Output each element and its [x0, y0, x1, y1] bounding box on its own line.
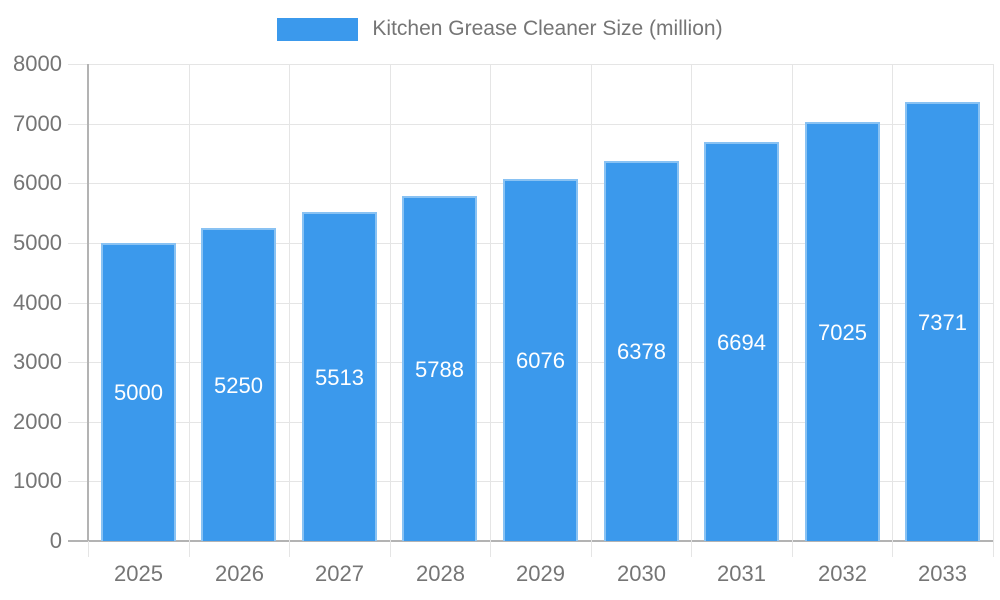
- bar-2025: 5000: [101, 243, 176, 541]
- x-gridline: [390, 64, 391, 557]
- bar-value-label: 6378: [617, 339, 666, 364]
- bar-value-label: 6076: [516, 348, 565, 373]
- bar-2031: 6694: [704, 142, 779, 541]
- x-axis-tick-label: 2027: [315, 561, 364, 586]
- bar-value-label: 5513: [315, 364, 364, 390]
- x-axis-tick-label: 2032: [818, 561, 867, 586]
- bar-value-label: 7025: [818, 319, 867, 345]
- x-gridline: [289, 64, 290, 557]
- legend-label: Kitchen Grease Cleaner Size (million): [372, 17, 723, 40]
- x-gridline: [189, 64, 190, 557]
- x-axis-tick-label: 2028: [416, 561, 465, 586]
- x-axis-tick-label: 2026: [215, 561, 264, 586]
- x-gridline: [691, 64, 692, 557]
- y-axis-tick-label: 3000: [13, 349, 62, 374]
- x-gridline: [892, 64, 893, 557]
- y-axis-tick-label: 8000: [13, 51, 62, 76]
- x-axis-tick-label: 2029: [516, 561, 565, 586]
- x-gridline: [993, 64, 994, 557]
- y-axis-tick-label: 7000: [13, 111, 62, 136]
- x-gridline: [591, 64, 592, 557]
- x-axis-tick-label: 2031: [717, 561, 766, 586]
- bar-value-label: 6694: [717, 329, 766, 355]
- y-axis-tick-label: 4000: [13, 290, 62, 315]
- bar-2027: 5513: [302, 212, 377, 541]
- y-axis-line: [87, 64, 89, 541]
- x-axis-tick-label: 2030: [617, 561, 666, 586]
- bar-2029: 6076: [503, 179, 578, 541]
- x-axis-baseline: [68, 540, 993, 542]
- x-tick: [88, 541, 89, 557]
- bar-2033: 7371: [905, 102, 980, 541]
- bar-2028: 5788: [402, 196, 477, 541]
- x-axis-tick-label: 2025: [114, 561, 163, 586]
- bar-value-label: 5250: [214, 372, 263, 398]
- y-gridline: [68, 124, 993, 125]
- bar-value-label: 7371: [918, 309, 967, 335]
- y-axis-tick-label: 5000: [13, 230, 62, 255]
- x-gridline: [792, 64, 793, 557]
- legend-swatch: [277, 17, 359, 41]
- bar-2030: 6378: [604, 161, 679, 541]
- y-axis-tick-label: 2000: [13, 409, 62, 434]
- x-axis-tick-label: 2033: [918, 561, 967, 586]
- bar-2032: 7025: [805, 122, 880, 541]
- bar-value-label: 5788: [415, 356, 464, 382]
- y-gridline: [68, 64, 993, 65]
- y-axis-tick-label: 0: [49, 528, 62, 553]
- x-gridline: [490, 64, 491, 557]
- y-axis-tick-label: 1000: [13, 468, 62, 493]
- bar-2026: 5250: [201, 228, 276, 541]
- legend[interactable]: Kitchen Grease Cleaner Size (million): [0, 17, 1000, 41]
- y-axis-tick-label: 6000: [13, 170, 62, 195]
- bar-value-label: 5000: [114, 380, 163, 405]
